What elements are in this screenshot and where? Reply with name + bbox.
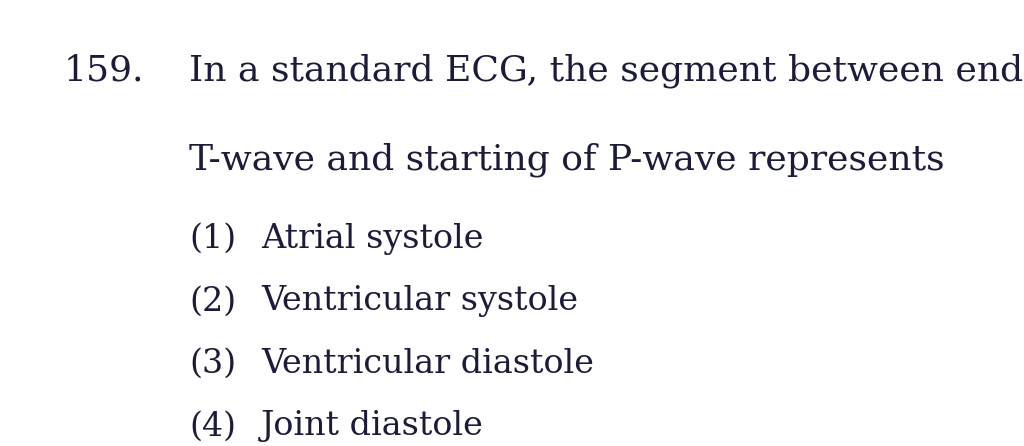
Text: (1): (1) (189, 223, 237, 255)
Text: Joint diastole: Joint diastole (261, 410, 484, 442)
Text: Atrial systole: Atrial systole (261, 223, 483, 255)
Text: 159.: 159. (63, 54, 144, 87)
Text: (3): (3) (189, 348, 237, 380)
Text: (2): (2) (189, 285, 237, 318)
Text: Ventricular systole: Ventricular systole (261, 285, 579, 318)
Text: T-wave and starting of P-wave represents: T-wave and starting of P-wave represents (189, 143, 945, 177)
Text: In a standard ECG, the segment between end of: In a standard ECG, the segment between e… (189, 54, 1024, 88)
Text: Ventricular diastole: Ventricular diastole (261, 348, 594, 380)
Text: (4): (4) (189, 410, 237, 442)
